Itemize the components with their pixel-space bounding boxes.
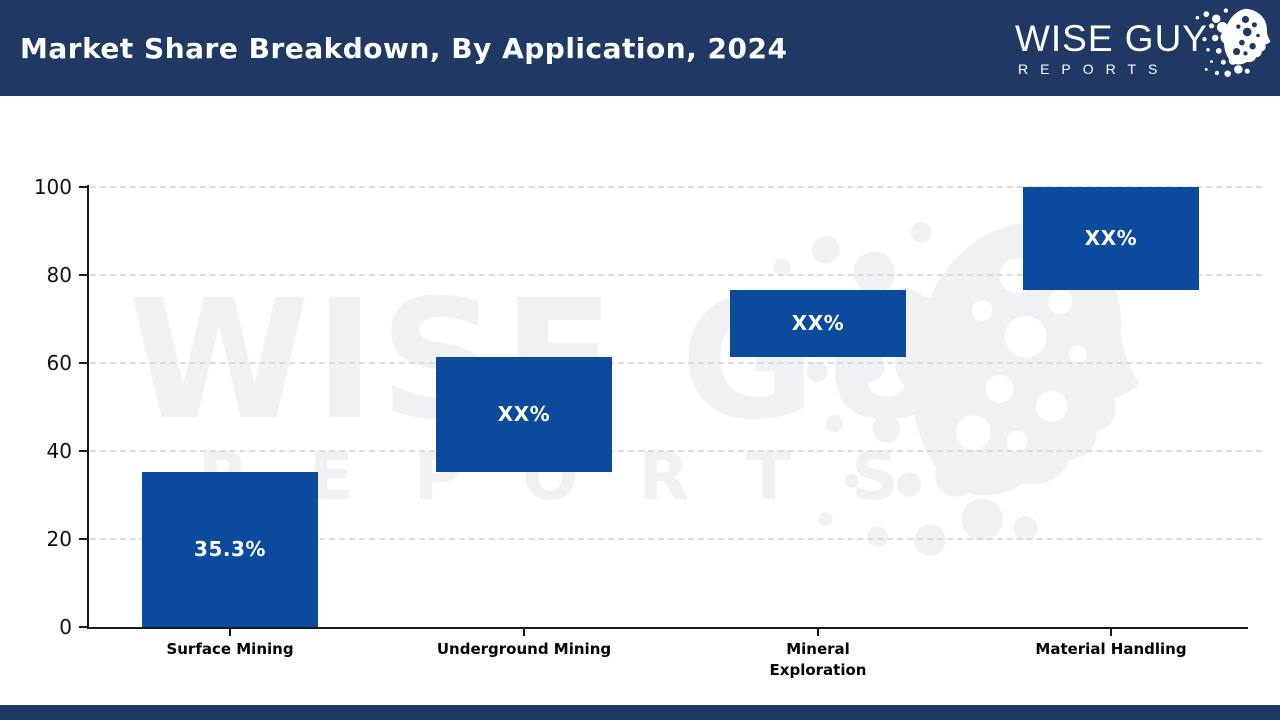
logo-text: WISE GUY REPORTS: [1015, 20, 1208, 77]
x-axis-line: [87, 627, 1248, 629]
y-tick-label-100: 100: [33, 175, 72, 199]
bar-underground-mining: XX%: [436, 356, 612, 472]
x-tick-underground-mining: [523, 629, 525, 636]
bar-surface-mining: 35.3%: [142, 471, 318, 627]
y-tick-20: [79, 538, 88, 540]
logo-line1: WISE GUY: [1014, 17, 1208, 59]
bar-label-surface-mining: 35.3%: [194, 537, 266, 562]
gridline-60: [90, 362, 1262, 364]
logo-head-icon: [1192, 5, 1274, 91]
x-tick-surface-mining: [229, 629, 231, 636]
category-label-mineral-exploration: Mineral Exploration: [769, 640, 867, 679]
bar-label-mineral-exploration: XX%: [791, 311, 845, 336]
x-tick-mineral-exploration: [817, 629, 819, 636]
gridline-100: [90, 186, 1262, 188]
page-title: Market Share Breakdown, By Application, …: [20, 31, 788, 65]
footer-bar: [0, 705, 1280, 720]
category-label-material-handling: Material Handling: [1035, 640, 1187, 658]
gridline-80: [90, 274, 1262, 276]
category-label-underground-mining: Underground Mining: [436, 640, 612, 658]
logo-line2: REPORTS: [1017, 60, 1170, 77]
bar-label-material-handling: XX%: [1084, 226, 1138, 251]
y-tick-label-0: 0: [59, 615, 72, 639]
y-tick-label-20: 20: [46, 527, 72, 551]
bar-mineral-exploration: XX%: [730, 289, 906, 357]
wiseguy-logo: WISE GUY REPORTS: [1015, 4, 1274, 92]
y-tick-80: [79, 274, 88, 276]
bar-label-underground-mining: XX%: [497, 402, 551, 427]
y-tick-0: [79, 626, 88, 628]
gridline-20: [90, 538, 1262, 540]
y-tick-label-80: 80: [46, 263, 72, 287]
y-tick-40: [79, 450, 88, 452]
y-tick-100: [79, 186, 88, 188]
y-tick-60: [79, 362, 88, 364]
y-tick-label-40: 40: [46, 439, 72, 463]
y-tick-label-60: 60: [46, 351, 72, 375]
bar-material-handling: XX%: [1023, 187, 1199, 290]
x-tick-material-handling: [1110, 629, 1112, 636]
category-label-surface-mining: Surface Mining: [166, 640, 294, 658]
header-bar: Market Share Breakdown, By Application, …: [0, 0, 1280, 96]
y-axis-line: [87, 185, 89, 629]
gridline-40: [90, 450, 1262, 452]
